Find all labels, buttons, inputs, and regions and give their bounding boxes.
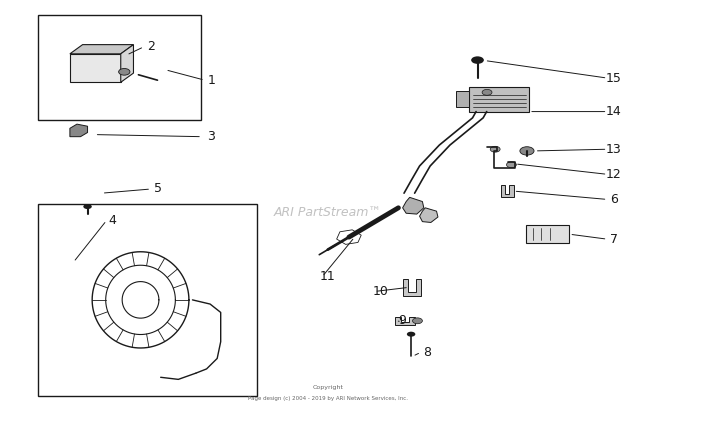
Text: 2: 2 <box>147 40 155 53</box>
Text: 9: 9 <box>398 314 406 327</box>
Polygon shape <box>403 279 421 296</box>
Text: Page design (c) 2004 - 2019 by ARI Network Services, Inc.: Page design (c) 2004 - 2019 by ARI Netwo… <box>248 396 408 401</box>
Circle shape <box>83 204 92 209</box>
Circle shape <box>471 56 484 64</box>
Text: 8: 8 <box>423 346 431 359</box>
Text: 12: 12 <box>606 168 622 181</box>
Polygon shape <box>456 92 469 107</box>
Text: 6: 6 <box>610 193 618 206</box>
Text: 7: 7 <box>610 233 618 245</box>
Text: 3: 3 <box>207 130 215 143</box>
Circle shape <box>412 318 422 324</box>
Circle shape <box>491 146 500 152</box>
Polygon shape <box>419 208 438 223</box>
Polygon shape <box>402 197 424 214</box>
Polygon shape <box>121 45 133 82</box>
Text: 4: 4 <box>108 214 116 227</box>
Circle shape <box>407 332 415 337</box>
Circle shape <box>482 89 492 95</box>
Text: Copyright: Copyright <box>313 385 343 390</box>
Circle shape <box>520 147 534 155</box>
Text: 15: 15 <box>606 72 622 85</box>
Polygon shape <box>70 45 133 54</box>
Polygon shape <box>501 185 513 197</box>
Polygon shape <box>395 317 414 325</box>
Circle shape <box>119 68 130 75</box>
Text: 1: 1 <box>207 74 215 86</box>
Polygon shape <box>70 124 88 137</box>
Polygon shape <box>70 54 121 82</box>
Text: 5: 5 <box>155 182 162 195</box>
Text: ARI PartStream™: ARI PartStream™ <box>274 206 382 218</box>
Polygon shape <box>469 87 529 112</box>
Polygon shape <box>525 225 570 243</box>
Text: 10: 10 <box>373 285 389 298</box>
Circle shape <box>506 162 516 167</box>
Text: 11: 11 <box>320 271 335 283</box>
Text: 14: 14 <box>606 105 622 118</box>
Text: 13: 13 <box>606 143 622 156</box>
